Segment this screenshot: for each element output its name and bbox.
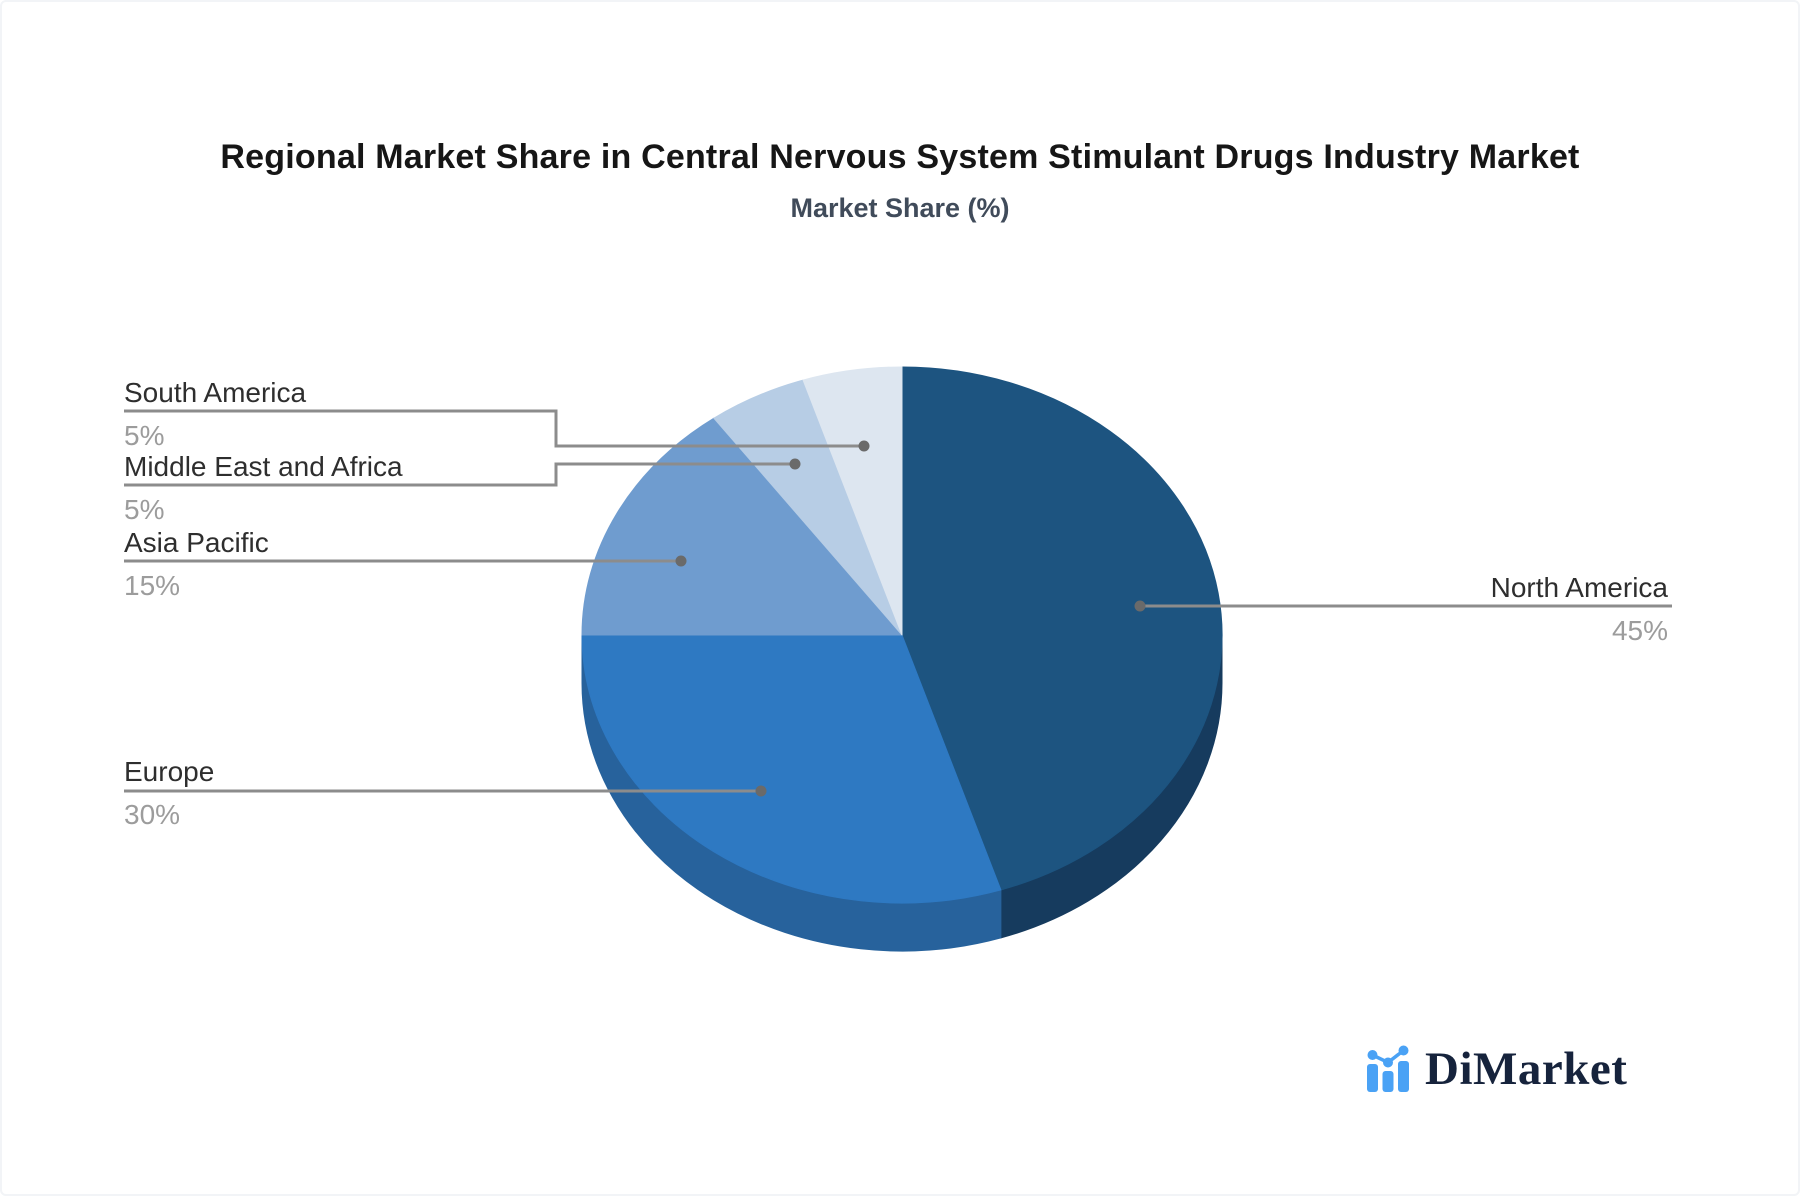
pie-slice-north-america[interactable] xyxy=(901,366,1223,891)
callout-line-south-america xyxy=(124,409,864,448)
callout-middle-east-and-africa: Middle East and Africa 5% xyxy=(124,451,403,526)
pie-slice-europe[interactable] xyxy=(581,634,1002,904)
callout-label-middle-east-and-africa: Middle East and Africa xyxy=(124,451,403,482)
callout-pct-asia-pacific: 15% xyxy=(124,570,181,601)
brand-logo-text: DiMarket xyxy=(1425,1043,1628,1095)
logo-dot-3 xyxy=(1398,1045,1409,1056)
callout-lines-group xyxy=(124,409,1672,793)
callout-north-america: North America 45% xyxy=(1491,572,1668,647)
callout-asia-pacific: Asia Pacific 15% xyxy=(124,527,269,602)
callout-label-south-america: South America xyxy=(124,377,307,408)
bar-trend-chart-icon xyxy=(1367,1045,1409,1092)
callout-pct-south-america: 5% xyxy=(124,420,165,451)
callout-dot-asia-pacific xyxy=(675,555,687,567)
callout-pct-europe: 30% xyxy=(124,799,181,830)
callout-south-america: South America 5% xyxy=(124,377,306,452)
callout-label-asia-pacific: Asia Pacific xyxy=(124,527,269,558)
logo-dot-2 xyxy=(1383,1057,1393,1068)
callout-pct-north-america: 45% xyxy=(1611,615,1668,646)
chart-title: Regional Market Share in Central Nervous… xyxy=(220,138,1580,176)
pie-slice-asia-pacific[interactable] xyxy=(581,417,904,636)
logo-bar-1 xyxy=(1367,1064,1378,1092)
callout-dot-north-america xyxy=(1134,600,1146,612)
pie-slices-group xyxy=(581,366,1223,952)
callout-line-middle-east-and-africa xyxy=(124,462,795,487)
callout-dot-south-america xyxy=(858,440,870,452)
pie-slice-south-america[interactable] xyxy=(802,366,903,636)
chart-subtitle: Market Share (%) xyxy=(790,193,1010,223)
logo-bar-2 xyxy=(1382,1071,1394,1092)
logo-dot-1 xyxy=(1367,1050,1378,1060)
callout-label-europe: Europe xyxy=(124,756,215,787)
callout-label-north-america: North America xyxy=(1490,572,1668,603)
callout-pct-middle-east-and-africa: 5% xyxy=(124,494,165,525)
logo-bar-3 xyxy=(1398,1061,1409,1092)
callout-dot-europe xyxy=(755,785,767,797)
callout-dots-group xyxy=(675,440,1146,797)
callout-dot-middle-east-and-africa xyxy=(789,458,801,470)
callout-europe: Europe 30% xyxy=(124,756,214,831)
brand-logo: DiMarket xyxy=(1364,1044,1627,1094)
